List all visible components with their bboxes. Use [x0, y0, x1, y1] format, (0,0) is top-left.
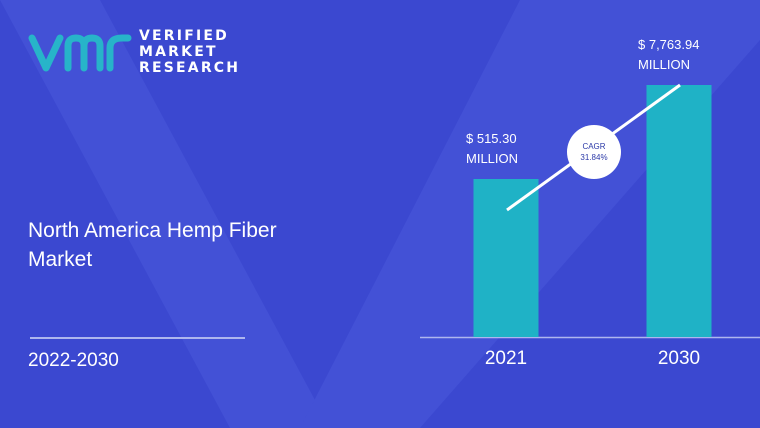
- x-tick-label-2021: 2021: [485, 348, 527, 369]
- value-label-amount-2030: $ 7,763.94: [638, 37, 699, 52]
- value-label-amount-2021: $ 515.30: [466, 131, 517, 146]
- cagr-label: CAGR: [582, 142, 605, 151]
- brand-name-line2: MARKET: [139, 44, 218, 60]
- value-label-unit-2021: MILLION: [466, 151, 518, 166]
- title-divider: [30, 337, 245, 339]
- cagr-value: 31.84%: [580, 153, 607, 162]
- cagr-badge: [567, 125, 621, 179]
- value-label-unit-2030: MILLION: [638, 57, 690, 72]
- vmr-logo-icon: [28, 34, 132, 72]
- bar-2021: [473, 179, 539, 337]
- forecast-period: 2022-2030: [28, 350, 119, 371]
- bar-2030: [646, 85, 712, 337]
- brand-name-line3: RESEARCH: [139, 60, 241, 76]
- brand-name-line1: VERIFIED: [139, 28, 229, 44]
- x-tick-label-2030: 2030: [658, 348, 700, 369]
- report-title: North America Hemp Fiber Market: [28, 219, 277, 271]
